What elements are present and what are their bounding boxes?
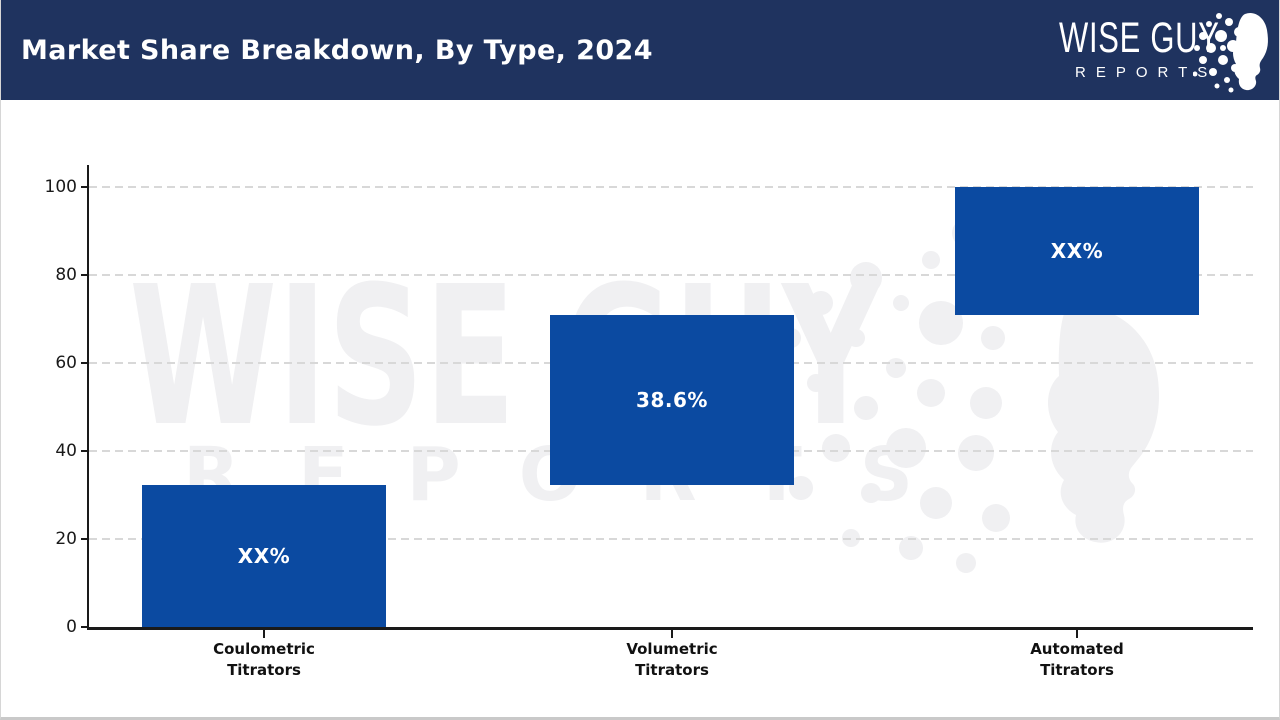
x-category-label: Automated Titrators: [1030, 640, 1124, 679]
gridline: [89, 274, 1253, 276]
y-tick-label: 20: [55, 529, 77, 549]
gridline: [89, 186, 1253, 188]
plot-area: XX% 38.6% XX%: [89, 165, 1253, 627]
y-tick-label: 40: [55, 441, 77, 461]
face-profile-icon: [1193, 12, 1268, 93]
y-tick-label: 100: [44, 177, 77, 197]
x-category-label: Volumetric Titrators: [626, 640, 718, 679]
bar-volumetric-titrators: 38.6%: [550, 315, 794, 485]
y-tick-label: 0: [66, 617, 77, 637]
x-category-label: Coulometric Titrators: [213, 640, 315, 679]
logo-subtitle: REPORTS: [1075, 64, 1218, 81]
watermark-face-graphic: [772, 219, 1159, 573]
logo-wordmark: WISE GUY: [1059, 14, 1220, 62]
y-tick-label: 80: [55, 265, 77, 285]
wise-guy-reports-logo: WISE GUY REPORTS: [1023, 6, 1273, 94]
y-axis-tick: [81, 274, 89, 276]
x-axis-tick: [1076, 630, 1078, 638]
header-band: Market Share Breakdown, By Type, 2024 WI…: [1, 0, 1279, 100]
x-axis-tick: [263, 630, 265, 638]
bar-value-label: XX%: [1050, 239, 1104, 264]
bar-automated-titrators: XX%: [955, 187, 1199, 316]
bar-value-label: XX%: [237, 543, 291, 568]
x-axis-tick: [671, 630, 673, 638]
y-axis-tick: [81, 186, 89, 188]
gridline: [89, 538, 1253, 540]
y-axis-spine: [87, 165, 89, 630]
y-tick-label: 60: [55, 353, 77, 373]
page-title: Market Share Breakdown, By Type, 2024: [21, 34, 653, 66]
bar-coulometric-titrators: XX%: [142, 484, 386, 627]
y-axis-tick: [81, 626, 89, 628]
x-axis-line: [87, 627, 1253, 630]
bar-value-label: 38.6%: [636, 387, 708, 412]
y-axis-tick: [81, 362, 89, 364]
y-axis-tick: [81, 538, 89, 540]
y-axis-tick: [81, 450, 89, 452]
